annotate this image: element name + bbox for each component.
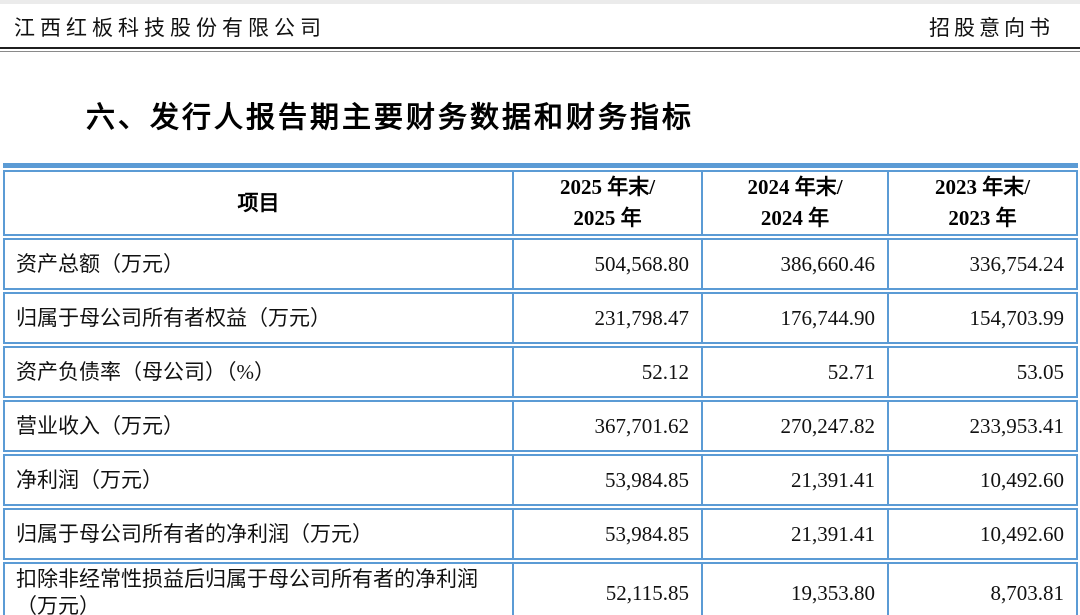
col-header-2024: 2024 年末/ 2024 年: [703, 170, 889, 236]
value-2024: 176,744.90: [703, 292, 889, 344]
value-2023: 233,953.41: [889, 400, 1078, 452]
financial-table: 项目 2025 年末/ 2025 年 2024 年末/ 2024 年 2023 …: [3, 163, 1078, 615]
section-title: 六、发行人报告期主要财务数据和财务指标: [86, 102, 695, 134]
col-header-item: 项目: [3, 170, 514, 236]
value-2025: 52.12: [514, 346, 703, 398]
value-2024: 21,391.41: [703, 508, 889, 560]
header-row: 项目 2025 年末/ 2025 年 2024 年末/ 2024 年 2023 …: [3, 170, 1078, 236]
value-2024: 19,353.80: [703, 562, 889, 615]
value-2025: 53,984.85: [514, 508, 703, 560]
value-2024: 52.71: [703, 346, 889, 398]
page-header: 江西红板科技股份有限公司 招股意向书: [0, 4, 1080, 47]
col-header-2025-line1: 2025 年末/: [559, 175, 656, 199]
row-label: 归属于母公司所有者的净利润（万元）: [3, 508, 514, 560]
table-row-debt-ratio: 资产负债率（母公司）（%） 52.12 52.71 53.05: [3, 346, 1078, 398]
value-2024: 21,391.41: [703, 454, 889, 506]
value-2023: 336,754.24: [889, 238, 1078, 290]
table-row-parent-equity: 归属于母公司所有者权益（万元） 231,798.47 176,744.90 15…: [3, 292, 1078, 344]
value-2025: 367,701.62: [514, 400, 703, 452]
row-label: 资产总额（万元）: [3, 238, 514, 290]
col-header-2024-line1: 2024 年末/: [747, 175, 843, 199]
value-2025: 53,984.85: [514, 454, 703, 506]
col-header-2023-line1: 2023 年末/: [934, 175, 1031, 199]
value-2023: 154,703.99: [889, 292, 1078, 344]
document-type: 招股意向书: [929, 16, 1054, 40]
row-label: 净利润（万元）: [3, 454, 514, 506]
value-2024: 270,247.82: [703, 400, 889, 452]
col-header-2023-line2: 2023 年: [948, 206, 1017, 230]
table-body: 资产总额（万元） 504,568.80 386,660.46 336,754.2…: [3, 238, 1078, 615]
table-row-net-profit: 净利润（万元） 53,984.85 21,391.41 10,492.60: [3, 454, 1078, 506]
table-row-revenue: 营业收入（万元） 367,701.62 270,247.82 233,953.4…: [3, 400, 1078, 452]
row-label: 资产负债率（母公司）（%）: [3, 346, 514, 398]
col-header-2023: 2023 年末/ 2023 年: [889, 170, 1078, 236]
value-2025: 231,798.47: [514, 292, 703, 344]
value-2024: 386,660.46: [703, 238, 889, 290]
page-top-strip: [0, 0, 1080, 4]
table-row-total-assets: 资产总额（万元） 504,568.80 386,660.46 336,754.2…: [3, 238, 1078, 290]
header-rule: [0, 47, 1080, 52]
row-label: 扣除非经常性损益后归属于母公司所有者的净利润（万元）: [3, 562, 514, 615]
table-head: 项目 2025 年末/ 2025 年 2024 年末/ 2024 年 2023 …: [3, 170, 1078, 236]
value-2023: 53.05: [889, 346, 1078, 398]
col-header-2025: 2025 年末/ 2025 年: [514, 170, 703, 236]
row-label: 归属于母公司所有者权益（万元）: [3, 292, 514, 344]
col-header-2024-line2: 2024 年: [760, 206, 830, 230]
value-2025: 52,115.85: [514, 562, 703, 615]
value-2023: 10,492.60: [889, 508, 1078, 560]
col-header-2025-line2: 2025 年: [573, 206, 642, 230]
table-row-parent-net-profit: 归属于母公司所有者的净利润（万元） 53,984.85 21,391.41 10…: [3, 508, 1078, 560]
company-name: 江西红板科技股份有限公司: [14, 16, 326, 40]
value-2023: 8,703.81: [889, 562, 1078, 615]
value-2025: 504,568.80: [514, 238, 703, 290]
row-label: 营业收入（万元）: [3, 400, 514, 452]
value-2023: 10,492.60: [889, 454, 1078, 506]
table-row-deducted-net-profit: 扣除非经常性损益后归属于母公司所有者的净利润（万元） 52,115.85 19,…: [3, 562, 1078, 615]
